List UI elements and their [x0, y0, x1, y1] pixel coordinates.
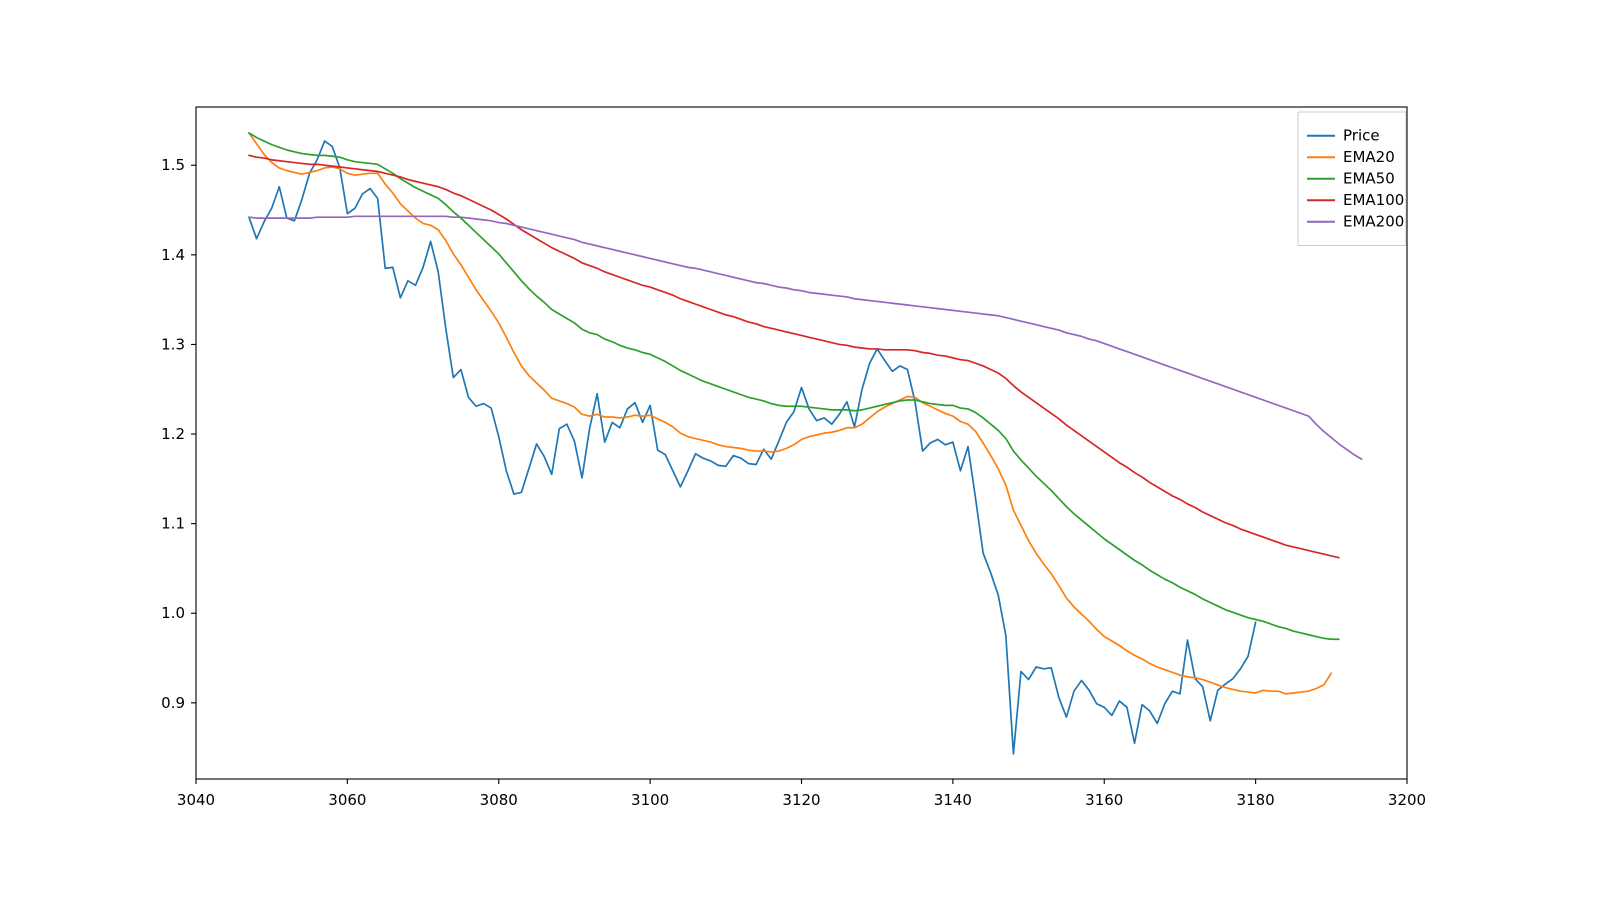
y-tick-label: 1.3: [161, 335, 185, 353]
x-tick-label: 3120: [782, 791, 820, 809]
x-tick-label: 3200: [1388, 791, 1426, 809]
series-line-price: [248, 140, 1257, 755]
x-tick-label: 3080: [480, 791, 518, 809]
legend-label-ema20: EMA20: [1343, 148, 1395, 166]
x-tick-label: 3180: [1237, 791, 1275, 809]
legend-label-ema200: EMA200: [1343, 212, 1404, 230]
y-tick-label: 0.9: [161, 694, 185, 712]
legend-label-ema100: EMA100: [1343, 191, 1404, 209]
series-line-ema100: [248, 154, 1340, 559]
axes: 0.9 1.0 1.1 1.2 1.3 1.4 1.5 3040 3060 3080 3100 312…: [161, 106, 1426, 809]
x-tick-label: 3060: [328, 791, 366, 809]
series-line-ema20: [248, 132, 1333, 695]
y-tick-label: 1.0: [161, 604, 185, 622]
x-tick-label: 3040: [177, 791, 215, 809]
series-lines: [248, 132, 1363, 755]
series-line-ema200: [248, 215, 1363, 460]
legend-background: [1297, 111, 1407, 246]
y-tick-label: 1.1: [161, 515, 185, 533]
legend-label-price: Price: [1343, 126, 1380, 144]
y-tick-label: 1.2: [161, 425, 185, 443]
y-tick-label: 1.4: [161, 246, 185, 264]
series-line-ema50: [248, 132, 1340, 641]
x-tick-label: 3160: [1085, 791, 1123, 809]
y-tick-label: 1.5: [161, 156, 185, 174]
x-tick-label: 3140: [934, 791, 972, 809]
legend-label-ema50: EMA50: [1343, 169, 1395, 187]
chart-legend[interactable]: Price EMA20 EMA50 EMA100 EMA200: [1297, 111, 1407, 246]
x-tick-label: 3100: [631, 791, 669, 809]
